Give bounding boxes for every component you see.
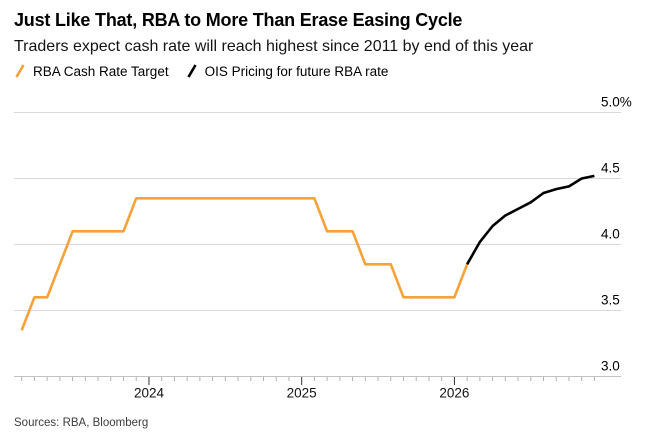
y-tick-label: 4.0: [601, 227, 620, 242]
y-tick-label: 4.5: [601, 161, 620, 176]
y-tick-label: 5.0%: [601, 95, 632, 110]
orange-slash-icon: [15, 64, 25, 78]
x-tick-label: 2026: [439, 386, 469, 401]
chart-legend: RBA Cash Rate Target OIS Pricing for fut…: [14, 63, 388, 79]
legend-label-ois-pricing: OIS Pricing for future RBA rate: [204, 63, 389, 79]
chart-title: Just Like That, RBA to More Than Erase E…: [14, 10, 463, 30]
x-tick-label: 2024: [134, 386, 165, 401]
legend-item-rba-cash-rate-target: RBA Cash Rate Target: [14, 63, 169, 79]
black-slash-icon: [186, 64, 197, 78]
legend-label-rba-cash-rate-target: RBA Cash Rate Target: [33, 63, 169, 79]
x-tick-label: 2025: [287, 386, 317, 401]
source-note: Sources: RBA, Bloomberg: [14, 417, 149, 429]
legend-item-ois-pricing: OIS Pricing for future RBA rate: [186, 63, 389, 79]
y-tick-label: 3.0: [601, 359, 620, 374]
y-tick-label: 3.5: [601, 293, 620, 308]
chart-subtitle: Traders expect cash rate will reach high…: [14, 38, 534, 55]
rba-cash-rate-line: [20, 197, 469, 331]
ois-pricing-line: [465, 174, 595, 265]
